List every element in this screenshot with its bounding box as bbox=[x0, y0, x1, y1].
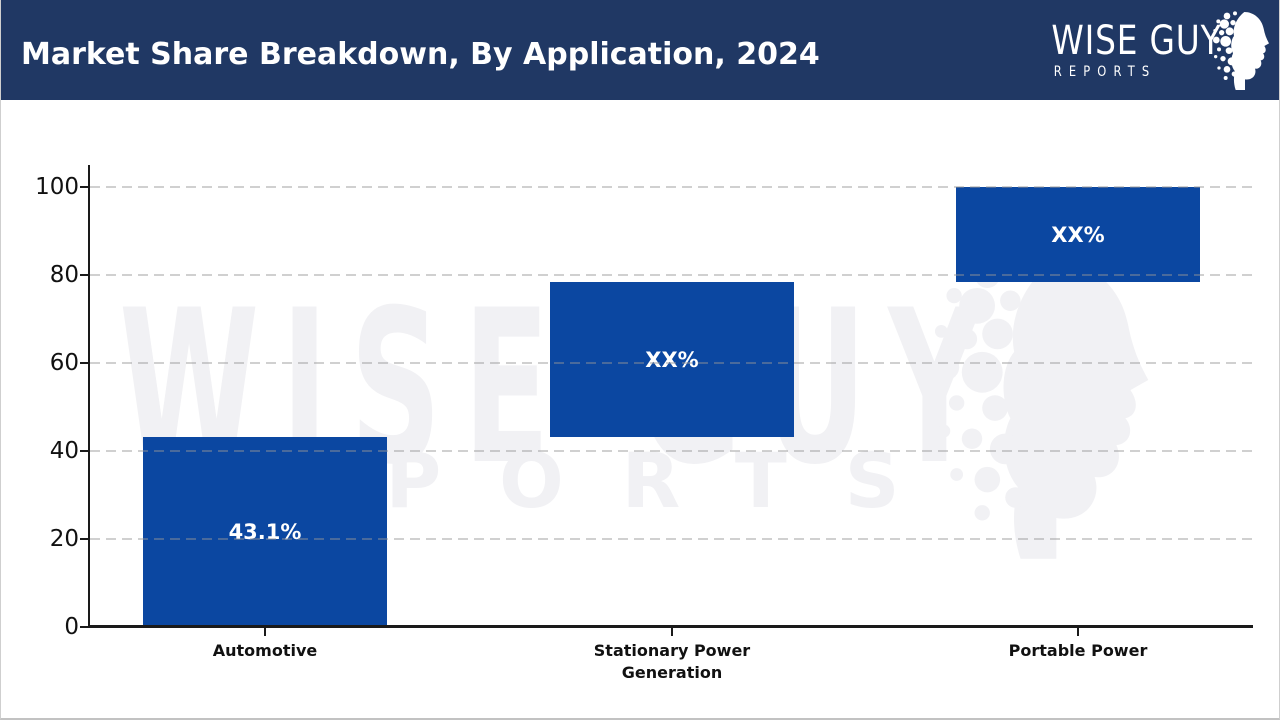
y-axis-line bbox=[88, 165, 90, 627]
page-title: Market Share Breakdown, By Application, … bbox=[21, 37, 820, 72]
watermark-face-icon bbox=[926, 252, 1156, 559]
y-tick-mark bbox=[80, 626, 88, 628]
y-tick-mark bbox=[80, 538, 88, 540]
y-tick-label: 40 bbox=[49, 438, 79, 464]
gridline bbox=[90, 450, 1253, 452]
y-tick-mark bbox=[80, 450, 88, 452]
bar-value-label: 43.1% bbox=[228, 520, 302, 545]
y-tick-mark bbox=[80, 186, 88, 188]
bar-segment: XX% bbox=[956, 187, 1200, 283]
x-axis-line bbox=[88, 625, 1253, 628]
x-tick-mark bbox=[1077, 628, 1079, 636]
x-category-label: Stationary Power Generation bbox=[593, 641, 751, 682]
y-tick-label: 20 bbox=[49, 526, 79, 552]
gridline bbox=[90, 362, 1253, 364]
bar-segment: 43.1% bbox=[143, 437, 387, 627]
gridline bbox=[90, 274, 1253, 276]
y-tick-label: 60 bbox=[49, 350, 79, 376]
y-tick-label: 100 bbox=[35, 174, 79, 200]
y-tick-label: 0 bbox=[64, 614, 79, 640]
y-tick-mark bbox=[80, 274, 88, 276]
x-category-label: Portable Power bbox=[1008, 641, 1148, 660]
brand-logo: WISE GUY REPORTS bbox=[1014, 10, 1271, 90]
gridline bbox=[90, 186, 1253, 188]
bar-value-label: XX% bbox=[1051, 222, 1105, 247]
x-tick-mark bbox=[264, 628, 266, 636]
x-category-label: Automotive bbox=[212, 641, 318, 660]
bar-value-label: XX% bbox=[645, 347, 699, 372]
gridline bbox=[90, 538, 1253, 540]
brand-name: WISE GUY bbox=[1050, 18, 1221, 64]
header: Market Share Breakdown, By Application, … bbox=[1, 0, 1279, 100]
bar-segment: XX% bbox=[550, 282, 794, 438]
x-tick-mark bbox=[671, 628, 673, 636]
brand-logo-text: WISE GUY REPORTS bbox=[1051, 21, 1221, 79]
y-tick-mark bbox=[80, 362, 88, 364]
y-tick-label: 80 bbox=[49, 262, 79, 288]
brand-subtitle: REPORTS bbox=[1053, 64, 1156, 80]
